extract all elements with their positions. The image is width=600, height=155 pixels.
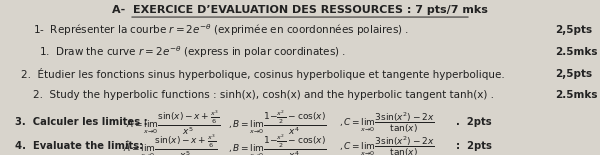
Text: $, C = \lim_{x\to 0}\dfrac{3\sin(x^2)-2x}{\tan(x)}$: $, C = \lim_{x\to 0}\dfrac{3\sin(x^2)-2x… bbox=[339, 134, 434, 155]
Text: 3.  Calculer les limites :: 3. Calculer les limites : bbox=[15, 117, 148, 127]
Text: :  2pts: : 2pts bbox=[456, 142, 492, 151]
Text: 2,5pts: 2,5pts bbox=[555, 69, 592, 79]
Text: 4.  Evaluate the limits:: 4. Evaluate the limits: bbox=[15, 142, 143, 151]
Text: $, C = \lim_{x\to 0}\dfrac{3\sin(x^2)-2x}{\tan(x)}$: $, C = \lim_{x\to 0}\dfrac{3\sin(x^2)-2x… bbox=[339, 110, 434, 135]
Text: $\hat{A} = \lim_{x\to 0}\dfrac{\sin(x)-x+\frac{x^3}{6}}{x^5}$: $\hat{A} = \lim_{x\to 0}\dfrac{\sin(x)-x… bbox=[123, 132, 217, 155]
Text: 2.  Study the hyperbolic functions : sinh(x), cosh(x) and the hyperbolic tangent: 2. Study the hyperbolic functions : sinh… bbox=[33, 90, 494, 100]
Text: 1-  Représenter la courbe $r = 2e^{-\theta}$ (exprimée en coordonnées polaires) : 1- Représenter la courbe $r = 2e^{-\thet… bbox=[33, 22, 409, 38]
Text: A-  EXERCICE D’EVALUATION DES RESSOURCES : 7 pts/7 mks: A- EXERCICE D’EVALUATION DES RESSOURCES … bbox=[112, 5, 488, 16]
Text: 2.  Étudier les fonctions sinus hyperbolique, cosinus hyperbolique et tangente h: 2. Étudier les fonctions sinus hyperboli… bbox=[21, 68, 505, 80]
Text: 2.5mks: 2.5mks bbox=[555, 47, 598, 57]
Text: 2,5pts: 2,5pts bbox=[555, 25, 592, 35]
Text: 1.  Draw the curve $r = 2e^{-\theta}$ (express in polar coordinates) .: 1. Draw the curve $r = 2e^{-\theta}$ (ex… bbox=[39, 44, 346, 60]
Text: $, B = \lim_{x\to 0}\dfrac{1-\frac{x^2}{2}-\cos(x)}{x^4}$: $, B = \lim_{x\to 0}\dfrac{1-\frac{x^2}{… bbox=[228, 132, 326, 155]
Text: .  2pts: . 2pts bbox=[456, 117, 491, 127]
Text: $, B = \lim_{x\to 0}\dfrac{1-\frac{x^2}{2}-\cos(x)}{x^4}$: $, B = \lim_{x\to 0}\dfrac{1-\frac{x^2}{… bbox=[228, 108, 326, 137]
Text: 2.5mks: 2.5mks bbox=[555, 90, 598, 100]
Text: $A = \lim_{x\to 0}\dfrac{\sin(x)-x+\frac{x^3}{6}}{x^5}$: $A = \lim_{x\to 0}\dfrac{\sin(x)-x+\frac… bbox=[126, 108, 220, 137]
